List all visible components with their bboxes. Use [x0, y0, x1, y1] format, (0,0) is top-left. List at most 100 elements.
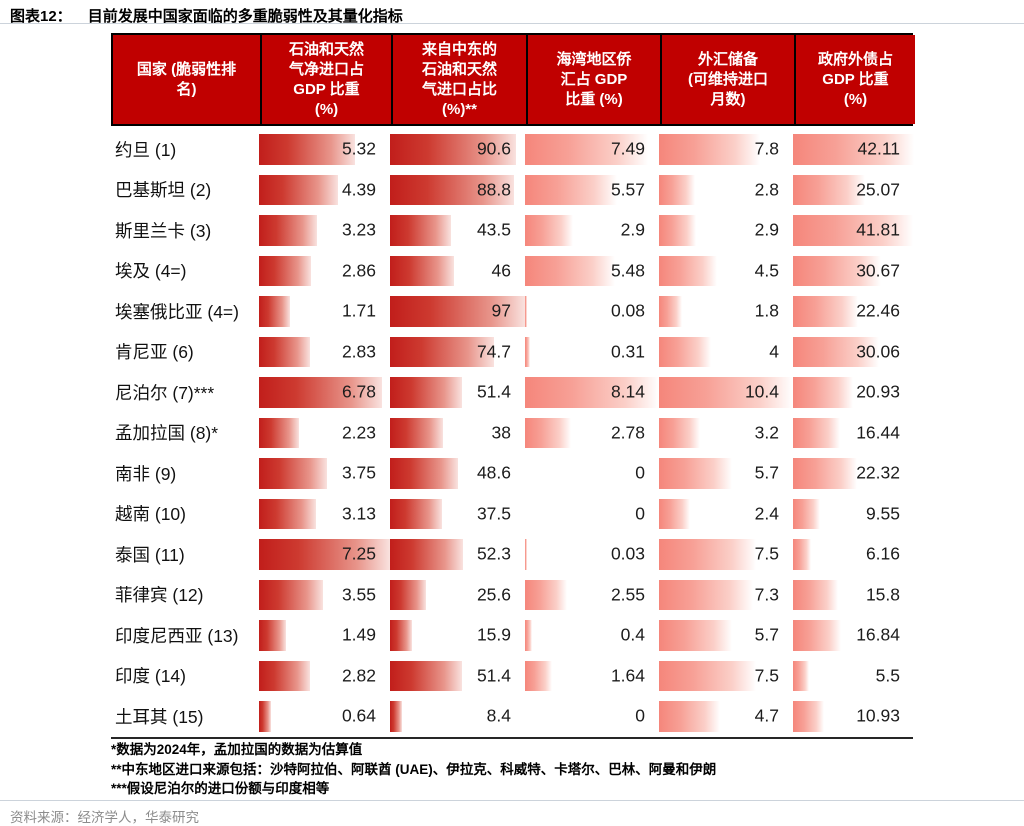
table-cell: 16.44: [792, 413, 913, 454]
table-cell: 15.8: [792, 575, 913, 616]
data-bar: [259, 134, 356, 165]
data-bar: [259, 660, 310, 691]
column-header-3: 海湾地区侨 汇占 GDP 比重 (%): [526, 35, 660, 124]
table-row: 埃塞俄比亚 (4=) 1.71 97 0.08 1.8 22.46: [111, 291, 913, 332]
data-bar: [525, 417, 571, 448]
data-bar: [793, 336, 880, 367]
cell-value: 5.7: [754, 462, 779, 483]
table-cell: 22.32: [792, 453, 913, 494]
data-bar: [793, 134, 914, 165]
figure-label: 图表12：: [10, 8, 72, 25]
cell-value: 2.86: [341, 260, 376, 281]
table-cell: 51.4: [389, 656, 524, 697]
data-bar: [793, 660, 809, 691]
table-row: 孟加拉国 (8)* 2.23 38 2.78 3.2 16.44: [111, 413, 913, 454]
row-label: 尼泊尔 (7)***: [115, 382, 215, 403]
table-cell: 5.7: [658, 615, 792, 656]
data-bar: [259, 579, 324, 610]
data-bar: [793, 701, 825, 732]
data-bar: [390, 701, 402, 732]
table-cell: 8.4: [389, 696, 524, 737]
row-label: 泰国 (11): [115, 544, 185, 565]
column-header-5: 政府外债占 GDP 比重 (%): [794, 35, 915, 124]
data-bar: [793, 296, 858, 327]
footnotes: *数据为2024年，孟加拉国的数据为估算值 **中东地区进口来源包括：沙特阿拉伯、…: [111, 740, 716, 799]
data-bar: [390, 336, 494, 367]
cell-value: 16.84: [856, 624, 900, 645]
table-row: 土耳其 (15) 0.64 8.4 0 4.7 10.93: [111, 696, 913, 737]
table-row: 南非 (9) 3.75 48.6 0 5.7 22.32: [111, 453, 913, 494]
column-header-2: 来自中东的 石油和天然 气进口占比 (%)**: [391, 35, 526, 124]
cell-value: 15.9: [476, 624, 511, 645]
table-cell: 90.6: [389, 129, 524, 170]
cell-value: 1.71: [341, 300, 376, 321]
table-cell: 4.39: [258, 170, 389, 211]
row-label: 肯尼亚 (6): [115, 342, 194, 363]
footnote-line: ***假设尼泊尔的进口份额与印度相等: [111, 781, 330, 796]
table-cell: 0.03: [524, 534, 658, 575]
cell-value: 51.4: [476, 381, 511, 402]
cell-value: 42.11: [857, 138, 901, 159]
data-bar: [390, 215, 451, 246]
table-cell: 16.84: [792, 615, 913, 656]
data-bar: [525, 660, 552, 691]
table-cell: 0.31: [524, 332, 658, 373]
data-bar: [659, 579, 754, 610]
vulnerability-table: 国家 (脆弱性排 名) 石油和天然 气净进口占 GDP 比重 (%) 来自中东的 石…: [111, 33, 915, 739]
data-bar: [259, 539, 390, 570]
cell-value: 48.6: [476, 462, 511, 483]
data-bar: [259, 458, 327, 489]
table-row: 巴基斯坦 (2) 4.39 88.8 5.57 2.8 25.07: [111, 170, 913, 211]
cell-value: 10.4: [744, 381, 779, 402]
table-cell: 20.93: [792, 372, 913, 413]
table-cell: 74.7: [389, 332, 524, 373]
table-row: 越南 (10) 3.13 37.5 0 2.4 9.55: [111, 494, 913, 535]
table-cell: 5.5: [792, 656, 913, 697]
table-cell: 25.6: [389, 575, 524, 616]
cell-value: 22.32: [856, 462, 900, 483]
data-bar: [659, 417, 701, 448]
data-bar: [525, 255, 616, 286]
row-label: 印度尼西亚 (13): [115, 625, 239, 646]
table-row: 印度 (14) 2.82 51.4 1.64 7.5 5.5: [111, 656, 913, 697]
table-cell: 4: [658, 332, 792, 373]
cell-value: 4.39: [341, 179, 376, 200]
cell-value: 25.07: [856, 179, 900, 200]
cell-value: 5.57: [610, 179, 645, 200]
table-cell: 25.07: [792, 170, 913, 211]
data-bar: [525, 174, 617, 205]
data-bar: [659, 336, 711, 367]
data-bar: [259, 498, 316, 529]
cell-value: 88.8: [476, 179, 511, 200]
table-cell: 41.81: [792, 210, 914, 251]
table-cell: 46: [389, 251, 524, 292]
column-header-1: 石油和天然 气净进口占 GDP 比重 (%): [260, 35, 391, 124]
table-cell: 3.13: [258, 494, 389, 535]
data-bar: [390, 296, 525, 327]
cell-value: 7.3: [754, 584, 779, 605]
cell-value: 15.8: [865, 584, 900, 605]
row-label: 孟加拉国 (8)*: [115, 423, 219, 444]
source-note: 资料来源：经济学人，华泰研究: [10, 810, 199, 826]
table-row: 肯尼亚 (6) 2.83 74.7 0.31 4 30.06: [111, 332, 913, 373]
data-bar: [390, 579, 426, 610]
table-cell: 4.5: [658, 251, 792, 292]
cell-value: 10.93: [856, 705, 900, 726]
table-cell: 0: [524, 494, 658, 535]
data-bar: [390, 458, 458, 489]
table-cell: 7.5: [658, 534, 792, 575]
figure-title-row: 图表12： 目前发展中国家面临的多重脆弱性及其量化指标: [10, 5, 403, 26]
column-header-4: 外汇储备 (可维持进口 月数): [660, 35, 794, 124]
table-cell: 30.06: [792, 332, 913, 373]
table-cell: 0.64: [258, 696, 389, 737]
cell-value: 0: [635, 462, 645, 483]
data-bar: [259, 417, 300, 448]
data-bar: [793, 174, 866, 205]
cell-value: 3.23: [341, 219, 376, 240]
data-bar: [525, 336, 531, 367]
data-bar: [793, 215, 914, 246]
row-label: 巴基斯坦 (2): [115, 180, 212, 201]
data-bar: [259, 620, 286, 651]
cell-value: 41.81: [856, 219, 900, 240]
